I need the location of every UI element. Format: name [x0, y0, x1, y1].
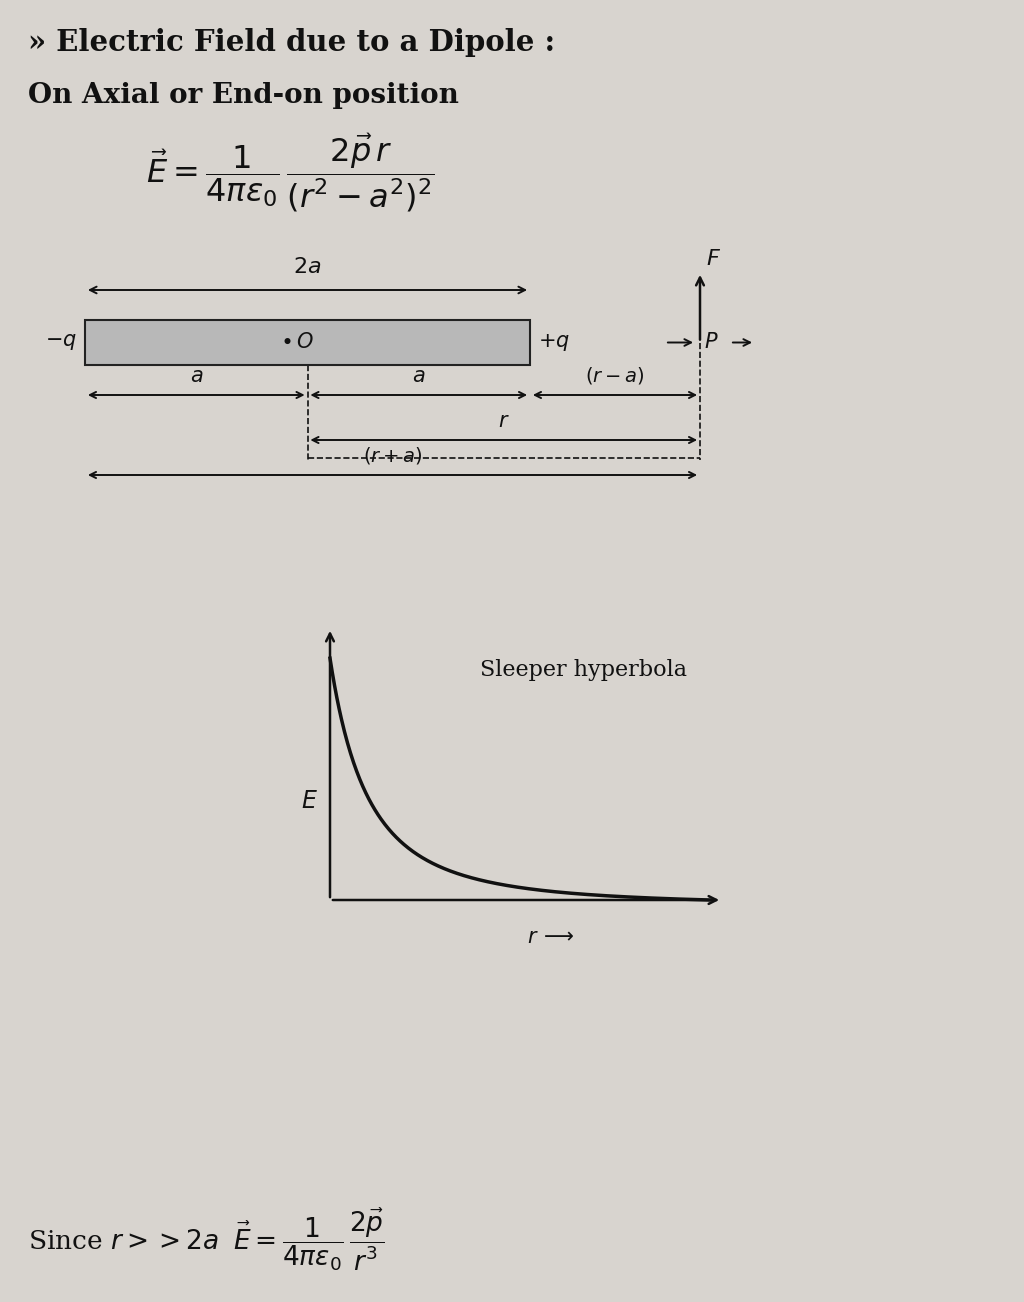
Text: » Electric Field due to a Dipole :: » Electric Field due to a Dipole : — [28, 29, 555, 57]
Text: $2a$: $2a$ — [293, 256, 322, 279]
Bar — [85, 320, 530, 365]
Text: Since $r>>2a\;\;\vec{E} = \dfrac{1}{4\pi\varepsilon_0}\,\dfrac{2\vec{p}}{r^3}$: Since $r>>2a\;\;\vec{E} = \dfrac{1}{4\pi… — [28, 1207, 385, 1273]
Text: On Axial or End-on position: On Axial or End-on position — [28, 82, 459, 109]
Text: $(r-a)$: $(r-a)$ — [586, 365, 645, 385]
Text: $r\,\longrightarrow$: $r\,\longrightarrow$ — [526, 928, 573, 947]
Text: $\bullet\,O$: $\bullet\,O$ — [281, 332, 314, 353]
Text: $P$: $P$ — [705, 332, 719, 353]
Text: $+q$: $+q$ — [538, 332, 570, 353]
Text: $(r + a)$: $(r + a)$ — [362, 445, 422, 466]
Text: $r$: $r$ — [498, 411, 510, 431]
Text: Sleeper hyperbola: Sleeper hyperbola — [480, 659, 687, 681]
Text: $a$: $a$ — [412, 367, 425, 385]
Text: $E$: $E$ — [301, 790, 318, 812]
Text: $a$: $a$ — [189, 367, 203, 385]
Text: $-q$: $-q$ — [45, 332, 77, 353]
Text: $F$: $F$ — [706, 247, 721, 270]
Text: $\vec{E} = \dfrac{1}{4\pi\varepsilon_0}\,\dfrac{2\vec{p}\,r}{(r^2 - a^2)^2}$: $\vec{E} = \dfrac{1}{4\pi\varepsilon_0}\… — [145, 132, 434, 214]
